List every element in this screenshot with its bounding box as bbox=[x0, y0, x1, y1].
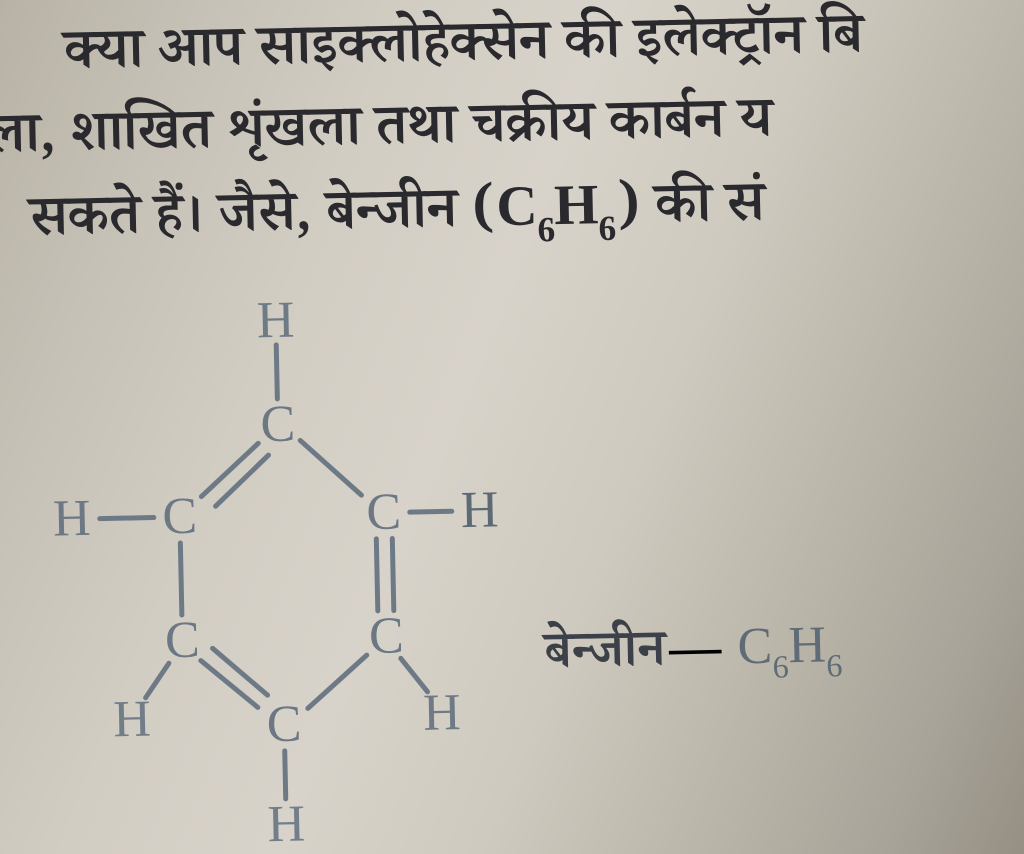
caption-label: बेन्जीन bbox=[544, 617, 666, 701]
formula-sub-6b: 6 bbox=[598, 208, 616, 247]
bond-line bbox=[410, 511, 452, 512]
line3-prefix: सकते हैं। जैसे, बेन्जीन ( bbox=[29, 172, 498, 271]
atom-c_lower_right: C bbox=[368, 610, 404, 663]
atom-c_upper_left: C bbox=[162, 491, 198, 544]
bond-line bbox=[201, 659, 258, 708]
line3-suffix: ) की सं bbox=[614, 167, 765, 259]
bonds-svg bbox=[27, 280, 539, 850]
caption-formula-c6h6: C6H6 bbox=[737, 616, 843, 675]
atom-c_top: C bbox=[260, 399, 296, 452]
caption-H: H bbox=[788, 616, 827, 674]
caption-dash: — bbox=[669, 619, 720, 677]
caption-sub-6a: 6 bbox=[772, 649, 789, 685]
page-scan: क्या आप साइक्लोहेक्सेन की इलेक्ट्रॉन बि … bbox=[0, 0, 1024, 854]
bond-line bbox=[180, 543, 182, 615]
bond-line bbox=[307, 655, 368, 708]
atom-h_bottom: H bbox=[267, 798, 306, 851]
bond-line bbox=[213, 647, 268, 696]
atom-h_top: H bbox=[256, 295, 295, 348]
diagram-caption: बेन्जीन— C6H6 bbox=[544, 609, 1024, 700]
bond-line bbox=[100, 518, 154, 519]
atom-h_left: H bbox=[53, 493, 92, 546]
atom-h_right: H bbox=[460, 484, 499, 537]
atom-c_upper_right: C bbox=[366, 486, 402, 539]
bond-line bbox=[276, 345, 277, 399]
bond-line bbox=[300, 439, 361, 496]
bond-line bbox=[215, 455, 270, 506]
formula-sub-6a: 6 bbox=[537, 210, 555, 249]
bond-line bbox=[376, 539, 378, 611]
bond-line bbox=[285, 751, 286, 799]
atom-c_lower_left: C bbox=[165, 615, 201, 668]
atom-h_lower_left: H bbox=[113, 694, 152, 747]
atom-c_bottom: C bbox=[266, 698, 302, 751]
benzene-structure-diagram: HCHCCHCHCHCH bbox=[27, 280, 538, 830]
formula-C: C bbox=[496, 174, 538, 238]
formula-H: H bbox=[553, 173, 598, 237]
atom-h_lower_right: H bbox=[423, 687, 462, 740]
caption-sub-6b: 6 bbox=[826, 647, 843, 683]
caption-C: C bbox=[737, 618, 773, 676]
inline-formula-c6h6: C6H6 bbox=[496, 173, 616, 238]
bond-line bbox=[392, 539, 394, 611]
